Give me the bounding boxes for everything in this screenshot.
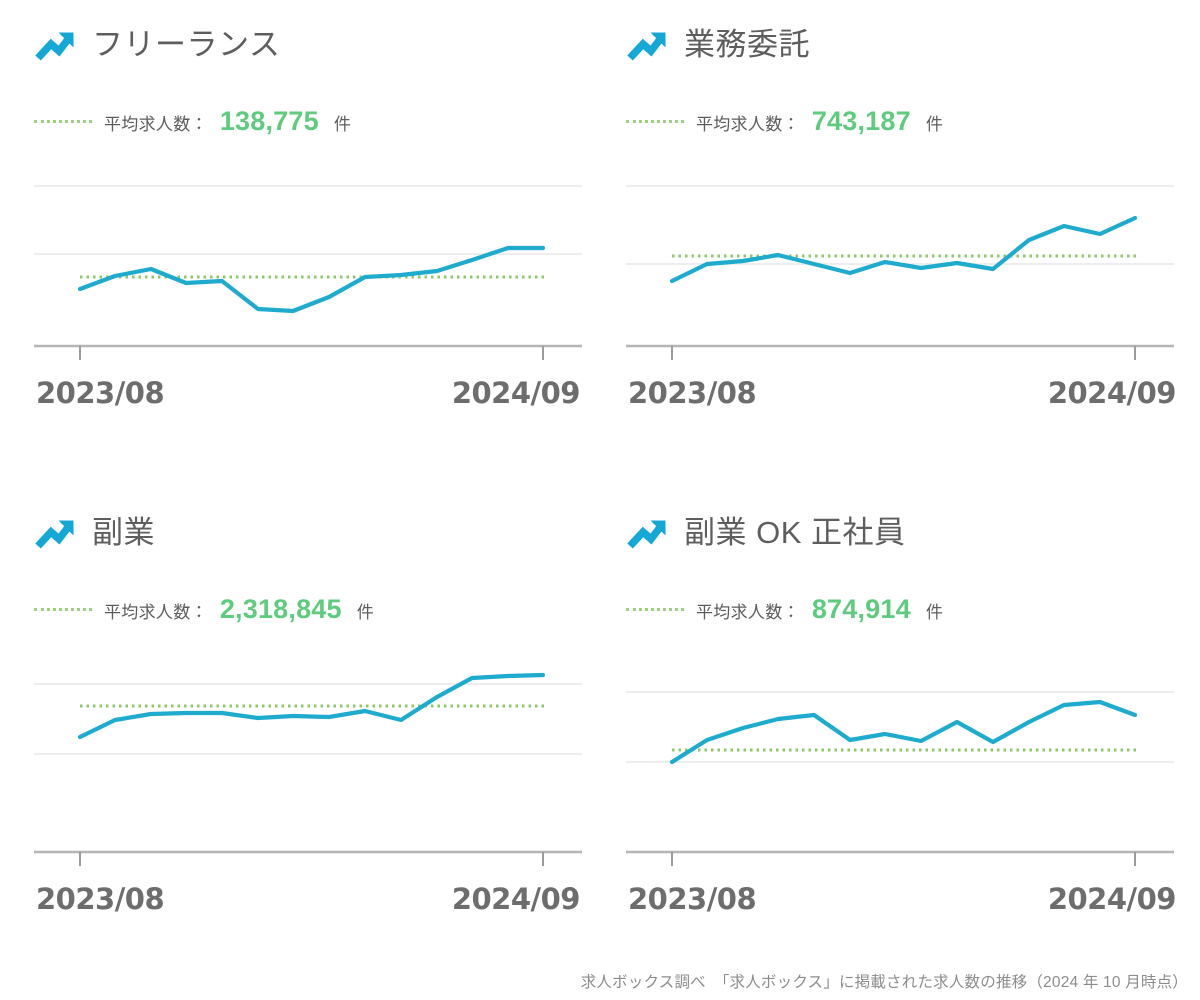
axis-labels: 2023/08 2024/09 xyxy=(626,882,1178,916)
source-footnote: 求人ボックス調べ 「求人ボックス」に掲載された求人数の推移（2024 年 10 … xyxy=(580,974,1188,991)
panel-fukugyo-ok-seishain: 副業 OK 正社員 平均求人数： 874,914 件 2023/08 xyxy=(610,490,1200,955)
average-label: 平均求人数： xyxy=(104,603,208,622)
average-label: 平均求人数： xyxy=(696,603,800,622)
gridlines xyxy=(626,185,1174,265)
chart-fukugyo: 2023/08 2024/09 xyxy=(34,652,582,916)
average-unit: 件 xyxy=(333,115,351,134)
panel-title: 副業 OK 正社員 xyxy=(684,514,906,550)
x-axis-label-end: 2024/09 xyxy=(451,882,581,916)
x-axis-label-end: 2024/09 xyxy=(1047,882,1177,916)
data-line xyxy=(77,672,546,740)
chart-gyomu-itaku: 2023/08 2024/09 xyxy=(626,164,1178,410)
data-line xyxy=(669,215,1138,284)
panel-gyomu-itaku: 業務委託 平均求人数： 743,187 件 2023/08 202 xyxy=(610,0,1200,490)
average-value: 138,775 xyxy=(219,106,319,136)
average-value: 2,318,845 xyxy=(219,594,342,624)
average-legend-dash xyxy=(626,120,684,123)
average-row: 平均求人数： 2,318,845 件 xyxy=(34,594,582,626)
trending-up-icon xyxy=(627,520,666,549)
panel-header: 副業 xyxy=(34,510,582,556)
average-legend-dash xyxy=(34,608,92,611)
gridlines xyxy=(626,691,1174,763)
gridlines xyxy=(34,683,582,755)
line-chart-svg xyxy=(626,691,1174,866)
average-row: 平均求人数： 138,775 件 xyxy=(34,106,582,138)
average-row: 平均求人数： 743,187 件 xyxy=(626,106,1178,138)
panel-title: 業務委託 xyxy=(684,26,810,62)
line-chart-svg xyxy=(34,672,582,866)
average-unit: 件 xyxy=(925,603,943,622)
average-unit: 件 xyxy=(925,115,943,134)
x-axis-label-end: 2024/09 xyxy=(1047,376,1177,410)
average-label: 平均求人数： xyxy=(104,115,208,134)
panel-freelance: フリーランス 平均求人数： 138,775 件 2023/08 2 xyxy=(0,0,610,490)
panel-header: 副業 OK 正社員 xyxy=(626,510,1178,556)
panel-header: 業務委託 xyxy=(626,22,1178,68)
x-axis-label-start: 2023/08 xyxy=(628,376,757,410)
trending-up-icon xyxy=(627,32,666,61)
x-axis-label-start: 2023/08 xyxy=(628,882,757,916)
average-value: 743,187 xyxy=(811,106,911,136)
average-unit: 件 xyxy=(356,603,374,622)
axis-labels: 2023/08 2024/09 xyxy=(34,882,582,916)
panel-title: フリーランス xyxy=(92,26,281,62)
trending-up-icon xyxy=(35,520,74,549)
average-row: 平均求人数： 874,914 件 xyxy=(626,594,1178,626)
panel-fukugyo: 副業 平均求人数： 2,318,845 件 2023/08 202 xyxy=(0,490,610,955)
average-label: 平均求人数： xyxy=(696,115,800,134)
x-axis-label-end: 2024/09 xyxy=(451,376,581,410)
data-line xyxy=(669,699,1138,765)
gridlines xyxy=(34,185,582,255)
average-value: 874,914 xyxy=(811,594,911,624)
average-legend-dash xyxy=(626,608,684,611)
axis-labels: 2023/08 2024/09 xyxy=(626,376,1178,410)
chart-fukugyo-ok-seishain: 2023/08 2024/09 xyxy=(626,652,1178,916)
x-axis-label-start: 2023/08 xyxy=(36,376,165,410)
panel-header: フリーランス xyxy=(34,22,582,68)
line-chart-svg xyxy=(626,185,1174,360)
average-legend-dash xyxy=(34,120,92,123)
chart-freelance: 2023/08 2024/09 xyxy=(34,164,582,410)
axis-labels: 2023/08 2024/09 xyxy=(34,376,582,410)
line-chart-svg xyxy=(34,185,582,360)
panel-title: 副業 xyxy=(92,514,155,550)
data-line xyxy=(77,245,546,314)
trending-up-icon xyxy=(35,32,74,61)
x-axis-label-start: 2023/08 xyxy=(36,882,165,916)
